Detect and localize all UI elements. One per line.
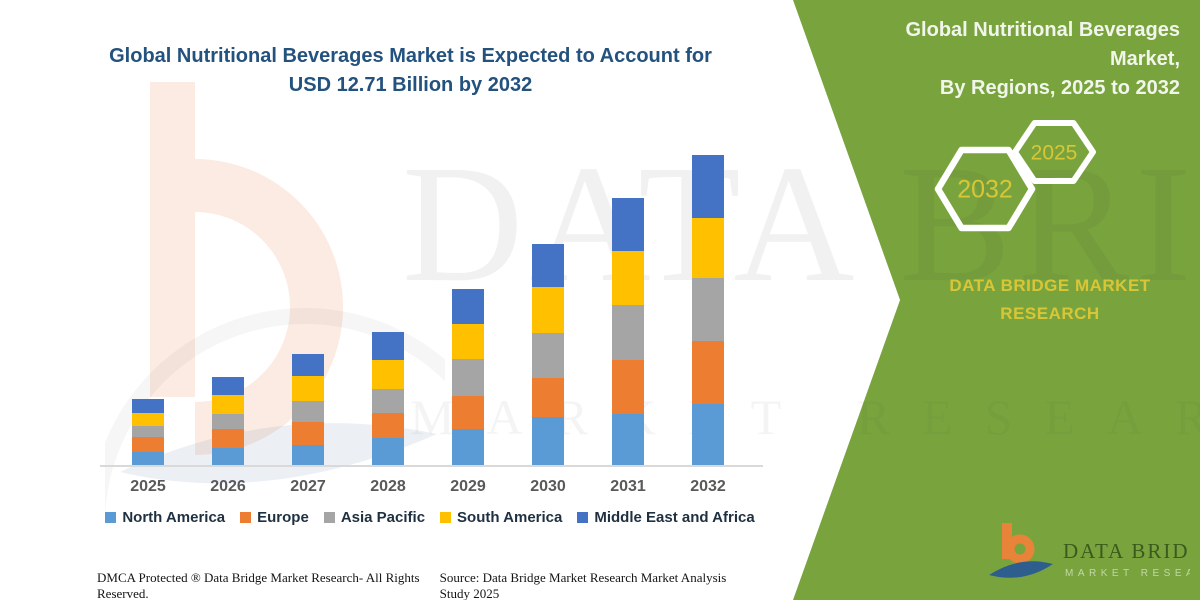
bar-segment	[612, 413, 644, 466]
logo-tagline: MARKET RESEARCH	[1065, 568, 1190, 579]
bar-segment	[532, 332, 564, 378]
legend-swatch-icon	[440, 512, 452, 523]
bar-segment	[372, 332, 404, 360]
bar-segment	[292, 353, 324, 376]
footer-source: Source: Data Bridge Market Research Mark…	[439, 570, 727, 600]
bar-segment	[612, 198, 644, 252]
bar-segment	[612, 359, 644, 414]
bar-segment	[132, 399, 164, 414]
bar-2027	[292, 353, 324, 466]
bar-segment	[372, 438, 404, 466]
bar-segment	[292, 400, 324, 422]
bar-segment	[692, 278, 724, 341]
side-panel-heading-line2: By Regions, 2025 to 2032	[939, 77, 1180, 99]
bar-segment	[372, 389, 404, 414]
logo-b-icon	[1002, 523, 1035, 564]
chart-legend: North America Europe Asia Pacific South Ame…	[96, 509, 764, 526]
bar-segment	[692, 155, 724, 218]
bar-segment	[532, 243, 564, 287]
logo-swoosh-icon	[989, 561, 1053, 578]
bar-segment	[292, 421, 324, 445]
x-axis-line	[100, 465, 763, 467]
legend-label: Middle East and Africa	[594, 509, 755, 526]
legend-item: South America	[440, 509, 562, 526]
hexagon-label-2032: 2032	[957, 176, 1013, 204]
year-label: 2031	[610, 478, 646, 495]
legend-swatch-icon	[323, 512, 335, 523]
bar-segment	[452, 288, 484, 324]
bar-segment	[292, 375, 324, 401]
side-panel-heading: Global Nutritional Beverages Market, By …	[860, 16, 1180, 103]
bar-segment	[532, 378, 564, 417]
bar-segment	[452, 395, 484, 429]
bar-2030	[532, 243, 564, 466]
bar-segment	[452, 323, 484, 359]
bar-segment	[212, 447, 244, 466]
bar-2028	[372, 332, 404, 466]
brand-text-line1: DATA BRIDGE MARKET	[949, 276, 1151, 295]
bar-segment	[452, 358, 484, 396]
year-label: 2029	[450, 478, 486, 495]
bar-segment	[212, 428, 244, 448]
bar-segment	[532, 286, 564, 333]
bar-segment	[212, 413, 244, 429]
legend-swatch-icon	[577, 512, 589, 523]
legend-item: Asia Pacific	[323, 509, 426, 526]
hexagon-badge-2025: 2025	[1012, 120, 1096, 184]
footer-copyright: DMCA Protected ® Data Bridge Market Rese…	[97, 570, 420, 600]
bar-segment	[132, 452, 164, 466]
chart-title: Global Nutritional Beverages Market is E…	[98, 42, 723, 100]
bar-segment	[532, 417, 564, 466]
bar-segment	[372, 359, 404, 390]
bar-segment	[132, 437, 164, 452]
chart-title-line1: Global Nutritional Beverages Market is E…	[109, 45, 712, 67]
bar-2029	[452, 288, 484, 466]
bar-segment	[612, 305, 644, 360]
bar-segment	[372, 413, 404, 439]
bar-segment	[612, 251, 644, 306]
bar-2025	[132, 399, 164, 466]
logo-wordmark: DATA BRIDGE	[1063, 539, 1190, 563]
legend-swatch-icon	[105, 512, 117, 523]
year-label: 2027	[290, 478, 326, 495]
legend-label: Asia Pacific	[340, 509, 426, 526]
bar-segment	[692, 341, 724, 404]
bar-2026	[212, 376, 244, 466]
bar-segment	[212, 394, 244, 414]
hexagon-year-badges: 2025 2032	[934, 120, 1096, 232]
legend-label: North America	[122, 509, 226, 526]
legend-swatch-icon	[240, 512, 252, 523]
legend-item: North America	[105, 509, 225, 526]
side-panel-heading-line1: Global Nutritional Beverages Market,	[905, 19, 1180, 70]
year-label: 2028	[370, 478, 406, 495]
year-label: 2026	[210, 478, 246, 495]
bar-segment	[292, 444, 324, 466]
bar-segment	[132, 413, 164, 427]
hexagon-label-2025: 2025	[1031, 142, 1078, 165]
bar-segment	[692, 218, 724, 278]
footer: DMCA Protected ® Data Bridge Market Rese…	[97, 570, 757, 600]
legend-label: Europe	[257, 509, 309, 526]
year-label: 2025	[130, 478, 166, 495]
legend-item: Middle East and Africa	[577, 509, 755, 526]
brand-text-line2: RESEARCH	[1000, 304, 1100, 324]
bar-segment	[692, 404, 724, 466]
bar-segment	[132, 426, 164, 438]
hexagon-badge-2032: 2032	[934, 146, 1036, 232]
dbmr-logo: DATA BRIDGE MARKET RESEARCH	[989, 523, 1190, 579]
bar-segment	[452, 429, 484, 466]
bar-2031	[612, 198, 644, 466]
bar-segment	[212, 376, 244, 395]
brand-text: DATA BRIDGE MARKET RESEARCH	[928, 272, 1172, 328]
bar-2032	[692, 155, 724, 466]
year-label: 2032	[690, 478, 726, 495]
chart-title-line2: USD 12.71 Billion by 2032	[288, 74, 533, 96]
legend-label: South America	[457, 509, 563, 526]
year-label: 2030	[530, 478, 566, 495]
legend-item: Europe	[240, 509, 309, 526]
